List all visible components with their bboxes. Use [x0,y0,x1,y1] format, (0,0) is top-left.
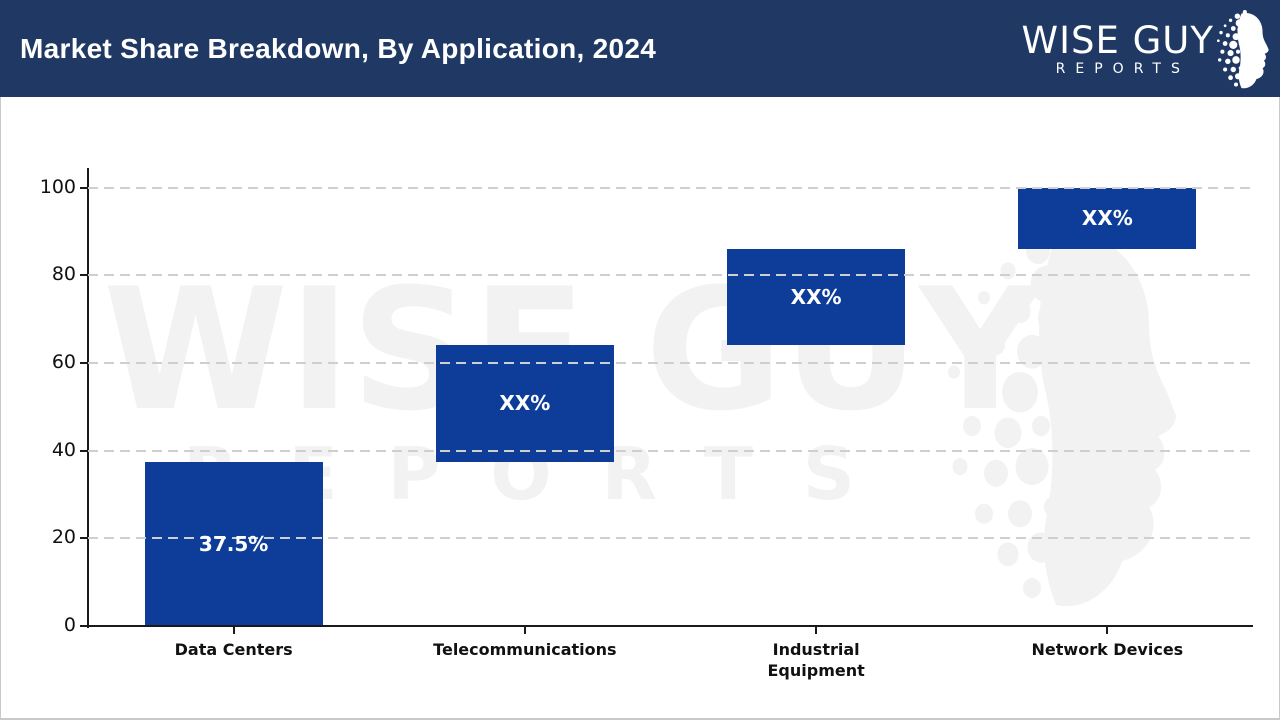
category-label-telecommunications: Telecommunications [433,640,617,659]
y-axis-tick [80,274,88,277]
gridline-100 [88,186,1253,189]
gridline-40 [88,449,1253,452]
y-axis-tick-label: 20 [51,526,76,549]
bar-value-label-industrial-equipment: XX% [790,285,842,310]
bar-data-centers [144,461,323,626]
y-axis-tick-label: 60 [51,350,76,373]
bar-industrial-equipment [727,248,906,346]
x-axis-line [80,625,1253,627]
y-axis-tick-label: 80 [51,263,76,286]
bar-value-label-data-centers: 37.5% [198,531,269,556]
x-axis-tick [1106,627,1109,634]
logo-wordmark: WISE GUY [1021,19,1214,62]
bar-telecommunications [435,345,614,462]
y-axis-tick-label: 0 [63,614,76,636]
y-axis-tick [80,449,88,452]
y-axis-tick [80,361,88,364]
bar-value-label-telecommunications: XX% [499,391,551,416]
x-axis-tick [523,627,526,634]
category-label-industrial-equipment: Industrial Equipment [767,640,865,680]
header-banner: Market Share Breakdown, By Application, … [0,0,1280,97]
x-axis-tick [815,627,818,634]
gridline-80 [88,274,1253,277]
y-axis-line [87,168,89,628]
logo-subwordmark: REPORTS [1055,61,1190,77]
y-axis-tick-label: 100 [39,175,76,198]
logo-text: WISE GUY REPORTS [1022,22,1214,76]
category-label-data-centers: Data Centers [174,640,293,659]
gridline-20 [88,537,1253,540]
bar-value-label-network-devices: XX% [1081,206,1133,231]
wise-guy-logo: WISE GUY REPORTS [1022,7,1270,91]
y-axis-tick-label: 40 [51,438,76,461]
gridline-60 [88,361,1253,364]
chart-title: Market Share Breakdown, By Application, … [20,32,657,64]
category-label-network-devices: Network Devices [1031,640,1184,659]
y-axis-tick [80,537,88,540]
x-axis-tick [232,627,235,634]
y-axis-tick [80,186,88,189]
